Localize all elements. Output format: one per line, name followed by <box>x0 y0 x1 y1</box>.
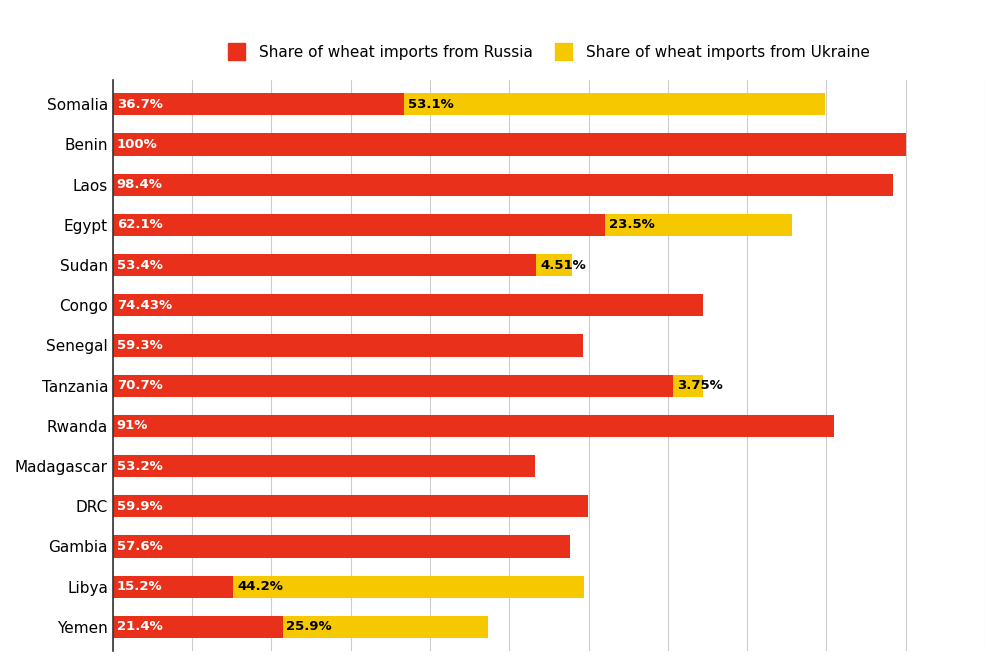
Text: 70.7%: 70.7% <box>117 379 163 392</box>
Bar <box>113 496 588 517</box>
Text: 91%: 91% <box>117 420 148 432</box>
Bar <box>283 616 488 638</box>
Legend: Share of wheat imports from Russia, Share of wheat imports from Ukraine: Share of wheat imports from Russia, Shar… <box>220 37 877 68</box>
Text: 44.2%: 44.2% <box>237 580 283 593</box>
Bar <box>233 575 584 597</box>
Bar <box>113 415 834 437</box>
Bar <box>113 254 536 276</box>
Text: 4.51%: 4.51% <box>540 258 586 272</box>
Bar <box>605 214 792 236</box>
Bar <box>113 374 673 397</box>
Text: 57.6%: 57.6% <box>117 540 163 553</box>
Bar <box>673 374 703 397</box>
Bar <box>113 174 893 196</box>
Text: 74.43%: 74.43% <box>117 299 172 312</box>
Text: 3.75%: 3.75% <box>677 379 723 392</box>
Bar <box>113 294 703 316</box>
Text: 53.2%: 53.2% <box>117 460 163 473</box>
Text: 21.4%: 21.4% <box>117 621 163 633</box>
Text: 53.4%: 53.4% <box>117 258 163 272</box>
Text: 53.1%: 53.1% <box>408 98 454 111</box>
Bar <box>536 254 572 276</box>
Bar <box>113 334 583 356</box>
Text: 25.9%: 25.9% <box>286 621 332 633</box>
Text: 62.1%: 62.1% <box>117 218 163 231</box>
Bar <box>404 93 825 115</box>
Bar <box>113 575 233 597</box>
Bar <box>113 455 535 477</box>
Bar <box>113 133 906 156</box>
Bar <box>113 535 570 557</box>
Bar <box>113 616 283 638</box>
Text: 59.3%: 59.3% <box>117 339 163 352</box>
Text: 59.9%: 59.9% <box>117 500 162 513</box>
Text: 100%: 100% <box>117 138 158 151</box>
Bar <box>113 93 404 115</box>
Text: 15.2%: 15.2% <box>117 580 162 593</box>
Bar <box>113 214 605 236</box>
Text: 23.5%: 23.5% <box>609 218 655 231</box>
Text: 36.7%: 36.7% <box>117 98 163 111</box>
Text: 98.4%: 98.4% <box>117 178 163 191</box>
